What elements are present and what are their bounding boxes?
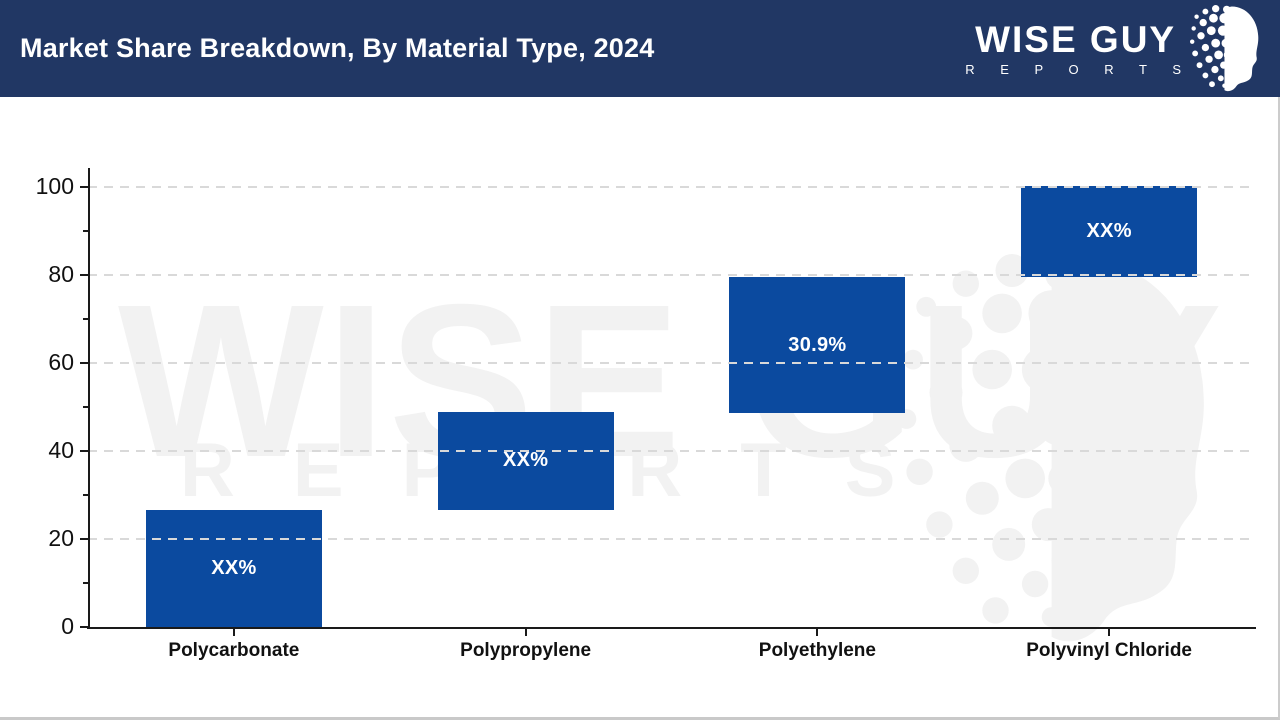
y-tick-20 (80, 538, 88, 540)
gridline-y100 (88, 186, 1255, 188)
y-minor-tick-70 (83, 318, 88, 320)
x-tick-3 (816, 627, 819, 636)
x-axis-label-polyvinyl-chloride: Polyvinyl Chloride (1026, 640, 1192, 661)
y-tick-label-40: 40 (48, 437, 74, 463)
y-tick-label-20: 20 (48, 525, 74, 551)
x-tick-2 (524, 627, 527, 636)
gridline-y40 (88, 450, 1255, 452)
chart-title: Market Share Breakdown, By Material Type… (20, 33, 655, 63)
bar-polyethylene: 30.9% (729, 277, 906, 414)
bar-polycarbonate: XX% (145, 510, 322, 627)
bar-polyvinyl-chloride: XX% (1021, 186, 1198, 277)
y-tick-60 (80, 362, 88, 364)
watermark-dotted-head-profile-icon (896, 254, 1204, 642)
x-axis-label-polycarbonate: Polycarbonate (168, 640, 300, 661)
y-tick-label-0: 0 (61, 613, 74, 639)
logo-wordmark: WISE GUY (975, 18, 1177, 60)
logo-text: WISE GUY R E P O R T S (959, 21, 1192, 77)
bar-value-label: XX% (1086, 219, 1132, 242)
bar-value-label: XX% (502, 449, 549, 472)
header-bar: Market Share Breakdown, By Material Type… (0, 0, 1280, 97)
y-tick-label-60: 60 (48, 349, 74, 375)
bar-polypropylene: XX% (437, 411, 614, 510)
bar-value-label: XX% (211, 557, 257, 580)
x-axis-label-polyethylene: Polyethylene (758, 640, 876, 661)
y-tick-0 (80, 626, 88, 628)
y-tick-80 (80, 274, 88, 276)
y-minor-tick-30 (83, 494, 88, 496)
y-minor-tick-10 (83, 582, 88, 584)
x-axis-line (87, 627, 1256, 629)
x-tick-4 (1108, 627, 1111, 636)
gridline-y20 (88, 538, 1255, 540)
y-tick-label-80: 80 (48, 261, 74, 287)
y-minor-tick-50 (83, 406, 88, 408)
dotted-head-profile-icon (1190, 4, 1259, 91)
bar-value-label: 30.9% (788, 333, 847, 356)
x-axis-label-polypropylene: Polypropylene (460, 640, 592, 661)
y-tick-label-100: 100 (35, 173, 74, 199)
y-tick-40 (80, 450, 88, 452)
y-tick-100 (80, 186, 88, 188)
x-tick-1 (232, 627, 235, 636)
gridline-y60 (88, 362, 1255, 364)
wise-guy-logo: WISE GUY R E P O R T S (959, 4, 1280, 93)
gridline-y80 (88, 274, 1255, 276)
y-axis-line (88, 168, 90, 629)
logo-subtitle: R E P O R T S (965, 61, 1192, 77)
y-minor-tick-90 (83, 230, 88, 232)
